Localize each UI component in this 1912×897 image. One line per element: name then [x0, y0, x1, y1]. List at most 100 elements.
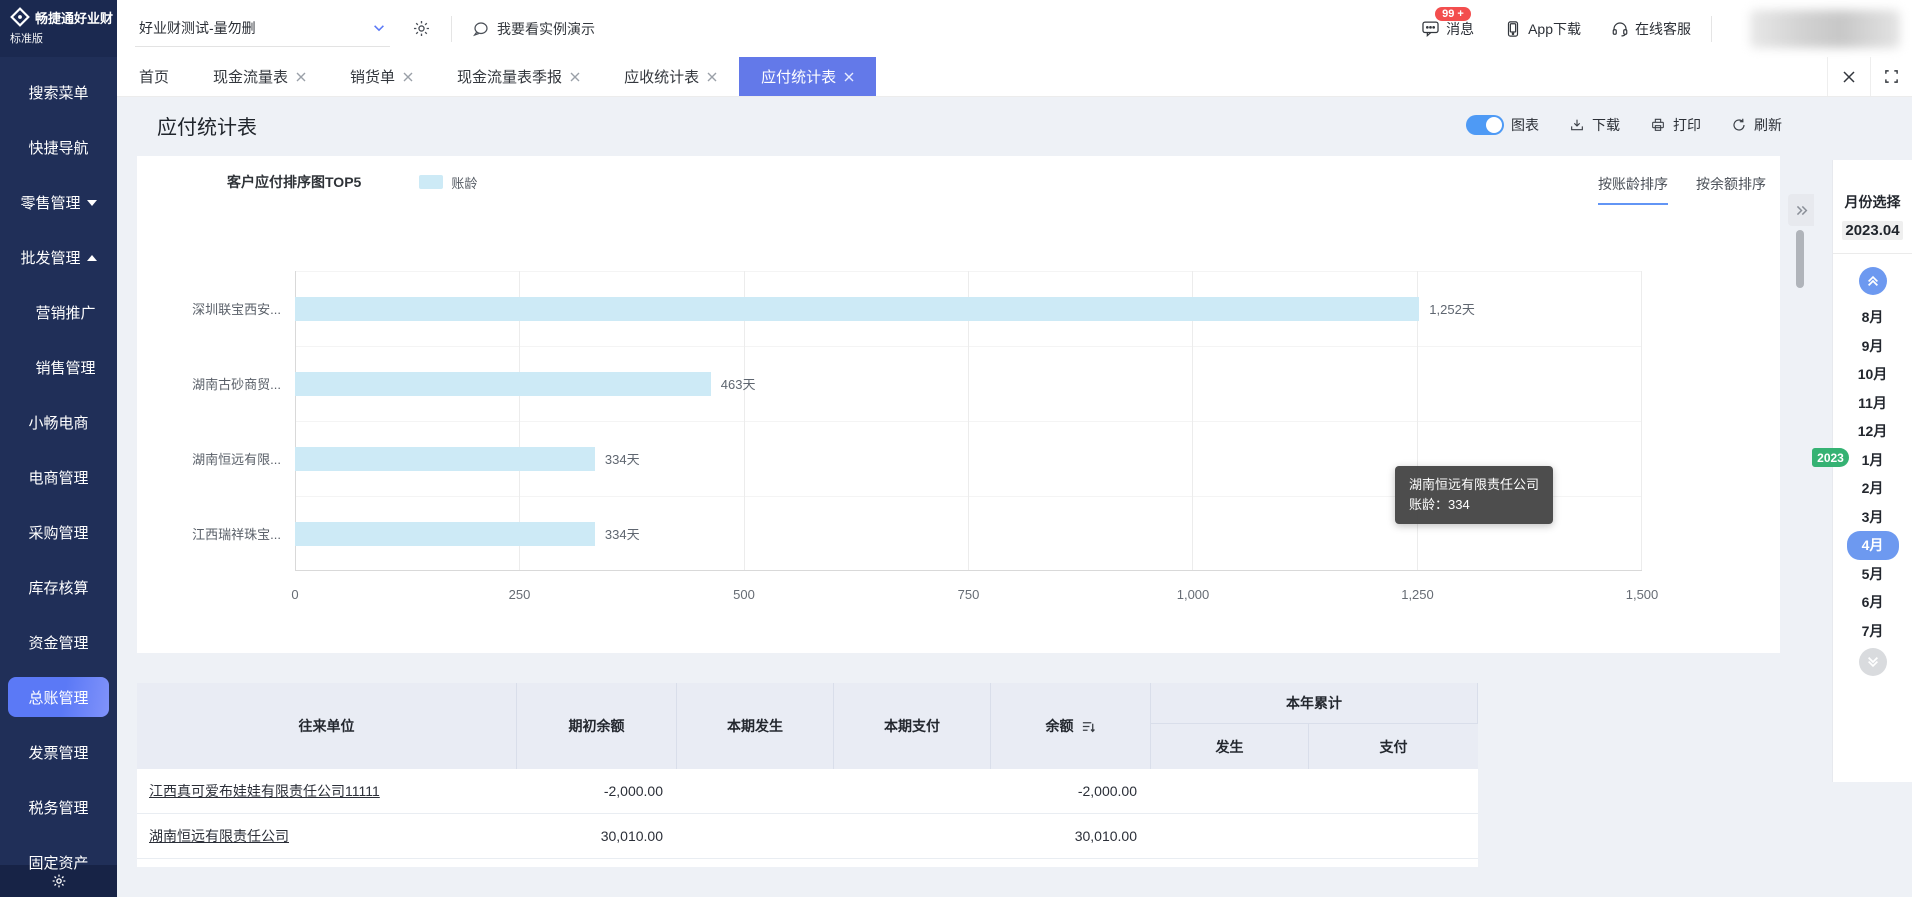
sidebar-item-xiaochang-ecom[interactable]: 小畅电商	[28, 415, 89, 432]
month-item[interactable]: 12月	[1857, 423, 1888, 440]
sidebar-item-purchasing[interactable]: 采购管理	[28, 525, 89, 542]
chart-toggle[interactable]: 图表	[1466, 115, 1539, 135]
col-header-ytd-paid[interactable]: 支付	[1309, 724, 1478, 769]
month-item[interactable]: 10月	[1857, 366, 1888, 383]
table-row: 湖南恒远有限责任公司 30,010.00 30,010.00	[137, 814, 1478, 859]
category-label: 江西瑞祥珠宝...	[192, 527, 281, 542]
chart-title: 客户应付排序图TOP5	[227, 174, 362, 190]
sidebar-item-retail[interactable]: 零售管理	[0, 175, 117, 230]
bar-row: 深圳联宝西安... 1,252天	[137, 271, 1780, 346]
month-item[interactable]: 3月	[1861, 508, 1884, 525]
sidebar-item-inventory[interactable]: 库存核算	[28, 580, 89, 597]
col-header-opening-balance[interactable]: 期初余额	[517, 683, 677, 769]
scroll-months-up-button[interactable]	[1858, 267, 1887, 295]
table-row: 江西真可爱布娃娃有限责任公司11111 -2,000.00 -2,000.00	[137, 769, 1478, 814]
col-header-current-occurred[interactable]: 本期发生	[677, 683, 834, 769]
col-header-partner[interactable]: 往来单位	[137, 683, 517, 769]
bar-row: 江西瑞祥珠宝... 334天	[137, 496, 1780, 571]
chart-legend[interactable]: 账龄	[419, 173, 477, 192]
fullscreen-icon[interactable]	[1870, 57, 1912, 96]
sort-by-age-tab[interactable]: 按账龄排序	[1598, 174, 1668, 205]
month-item[interactable]: 2月	[1861, 480, 1884, 497]
demo-link[interactable]: 我要看实例演示	[472, 19, 595, 39]
x-tick: 1,500	[1625, 587, 1659, 602]
tab-cash-flow-quarterly[interactable]: 现金流量表季报	[435, 57, 602, 96]
messages-label: 消息	[1446, 20, 1475, 37]
sidebar-item-funds[interactable]: 资金管理	[28, 635, 89, 652]
close-icon[interactable]	[707, 72, 717, 82]
bar[interactable]	[295, 446, 595, 471]
toggle-switch-on[interactable]	[1466, 115, 1504, 135]
user-profile-blurred[interactable]	[1750, 9, 1900, 48]
col-header-ytd-occurred[interactable]: 发生	[1151, 724, 1309, 769]
tooltip-value: 账龄：334	[1409, 497, 1470, 513]
month-item[interactable]: 1月	[1861, 451, 1884, 468]
col-header-balance[interactable]: 余额	[991, 683, 1151, 769]
demo-bubble-icon	[472, 20, 490, 38]
x-tick: 0	[291, 587, 299, 602]
sort-by-balance-tab[interactable]: 按余额排序	[1696, 176, 1766, 192]
sidebar-item-tax[interactable]: 税务管理	[28, 800, 89, 817]
sidebar-item-invoice[interactable]: 发票管理	[28, 745, 89, 762]
tab-cash-flow[interactable]: 现金流量表	[191, 57, 328, 96]
close-icon[interactable]	[844, 72, 854, 82]
tab-home[interactable]: 首页	[139, 69, 170, 86]
sidebar-item-general-ledger[interactable]: 总账管理	[0, 670, 117, 725]
refresh-button[interactable]: 刷新	[1731, 115, 1782, 135]
close-icon[interactable]	[403, 72, 413, 82]
month-item-selected[interactable]: 4月	[1846, 531, 1899, 560]
scroll-months-down-button[interactable]	[1858, 648, 1887, 676]
sort-icon[interactable]	[1081, 719, 1096, 734]
partner-link[interactable]: 江西真可爱布娃娃有限责任公司11111	[149, 783, 380, 799]
bar[interactable]	[295, 296, 1420, 321]
print-button[interactable]: 打印	[1650, 115, 1701, 135]
tooltip-title: 湖南恒远有限责任公司	[1409, 477, 1540, 492]
tab-receivable-stats[interactable]: 应收统计表	[602, 57, 739, 96]
scrollbar-thumb[interactable]	[1796, 230, 1804, 288]
x-axis: 0 250 500 750 1,000 1,250 1,500	[291, 579, 1658, 602]
bar[interactable]	[295, 521, 595, 546]
close-icon[interactable]	[296, 72, 306, 82]
messages-button[interactable]: 消息 99 +	[1421, 6, 1475, 39]
bar[interactable]	[295, 371, 711, 396]
category-label: 湖南古砂商贸...	[192, 377, 281, 392]
month-item[interactable]: 9月	[1861, 337, 1884, 354]
panel-collapse-icon[interactable]	[1788, 194, 1814, 226]
download-button[interactable]: 下载	[1569, 115, 1620, 135]
bar-value-label: 1,252天	[1429, 302, 1475, 317]
org-dropdown[interactable]: 好业财测试-量勿删	[135, 10, 390, 47]
category-label: 湖南恒远有限...	[192, 452, 281, 467]
settings-gear-icon[interactable]	[412, 19, 431, 38]
close-icon[interactable]	[570, 72, 580, 82]
sidebar-item-quick-nav[interactable]: 快捷导航	[28, 140, 89, 157]
online-support-button[interactable]: 在线客服	[1611, 19, 1691, 39]
col-header-current-paid[interactable]: 本期支付	[834, 683, 991, 769]
month-item[interactable]: 7月	[1861, 622, 1884, 639]
month-item[interactable]: 11月	[1858, 394, 1887, 411]
month-item[interactable]: 6月	[1861, 594, 1884, 611]
sidebar-item-sales[interactable]: 销售管理	[35, 360, 96, 377]
download-icon	[1569, 117, 1585, 133]
sidebar-item-search-menu[interactable]: 搜索菜单	[28, 85, 89, 102]
month-item[interactable]: 8月	[1861, 309, 1884, 326]
tab-sales-order[interactable]: 销货单	[328, 57, 435, 96]
logo-block: 畅捷通好业财 标准版	[0, 0, 117, 57]
topbar: 畅捷通好业财 标准版 好业财测试-量勿删 我要看实例演示 消息	[0, 0, 1912, 57]
chevron-up-icon	[86, 254, 97, 261]
sidebar-settings-gear-icon[interactable]	[0, 865, 117, 897]
payable-chart-card: 客户应付排序图TOP5 账龄 按账龄排序 按余额排序 深圳联宝西安... 1,2…	[137, 156, 1780, 653]
month-item[interactable]: 5月	[1861, 565, 1884, 582]
close-all-tabs-icon[interactable]	[1828, 57, 1870, 96]
tab-payable-stats[interactable]: 应付统计表	[739, 57, 877, 96]
printer-icon	[1650, 117, 1666, 133]
app-download-button[interactable]: App下载	[1504, 19, 1581, 39]
legend-swatch	[419, 175, 444, 189]
sidebar-item-wholesale[interactable]: 批发管理	[0, 230, 117, 285]
divider	[1833, 253, 1912, 254]
partner-link[interactable]: 湖南恒远有限责任公司	[149, 828, 289, 844]
sidebar-item-fixed-assets-clipped[interactable]: 固定资产	[28, 855, 89, 872]
month-selector-panel: 月份选择 2023.04 8月 9月 10月 11月 12月 1月 2月 3月 …	[1812, 160, 1912, 782]
tabbar: 首页 现金流量表 销货单 现金流量表季报 应收统计表 应付统计表	[117, 57, 1912, 97]
sidebar-item-marketing[interactable]: 营销推广	[35, 305, 96, 322]
sidebar-item-ecommerce[interactable]: 电商管理	[28, 470, 89, 487]
